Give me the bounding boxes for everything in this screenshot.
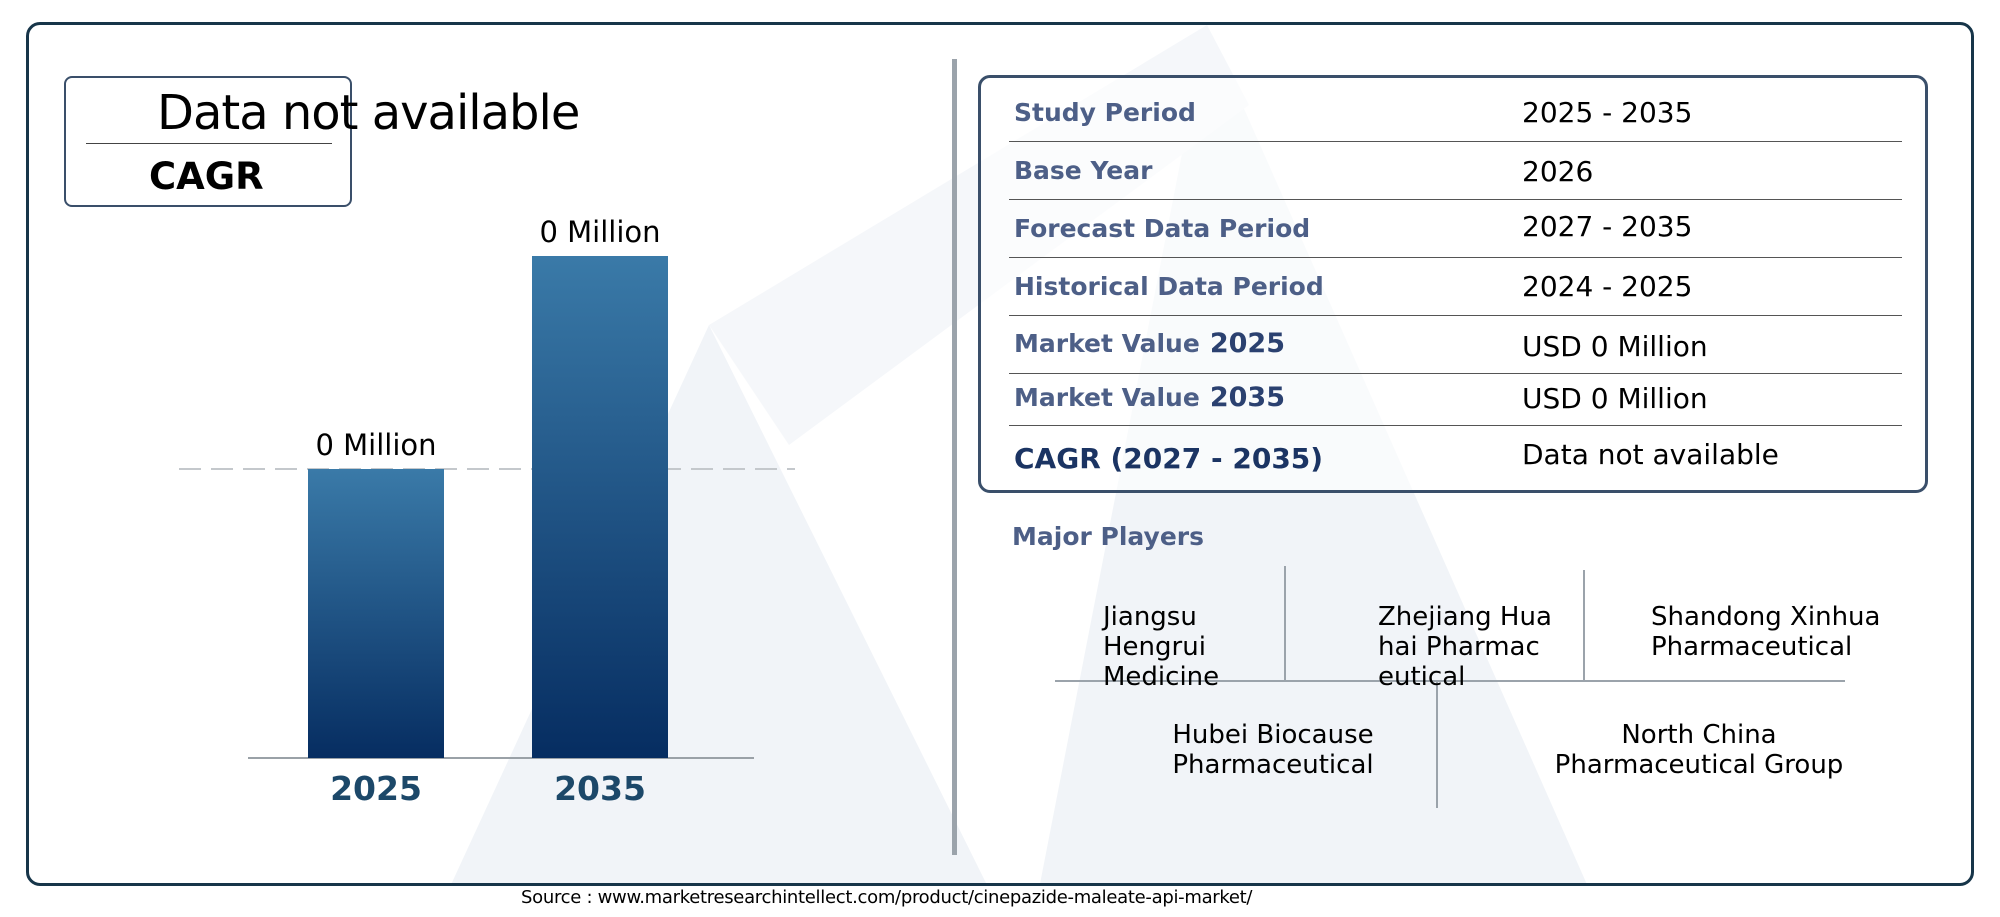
tree-vertical-line [1583, 570, 1585, 681]
info-table: Study Period 2025 - 2035 Base Year 2026 … [978, 75, 1928, 493]
info-row-market-value-2025: Market Value 2025 USD 0 Million [1009, 316, 1902, 374]
player-hubei-biocause: Hubei Biocause Pharmaceutical [1172, 720, 1374, 780]
info-row-historical-period: Historical Data Period 2024 - 2025 [1009, 258, 1902, 316]
info-value: 2027 - 2035 [1522, 210, 1693, 243]
vertical-divider [952, 59, 957, 855]
bar-2035 [532, 256, 668, 758]
cagr-divider [86, 143, 332, 144]
x-tick-label-2035: 2035 [554, 769, 646, 808]
cagr-card [64, 76, 352, 207]
info-row-base-year: Base Year 2026 [1009, 142, 1902, 200]
info-label: Base Year [1014, 156, 1153, 185]
player-shandong-xinhua: Shandong Xinhua Pharmaceutical [1651, 602, 1881, 662]
info-label: Historical Data Period [1014, 272, 1324, 301]
bar-chart: 0 Million 2025 0 Million 2035 [179, 215, 795, 808]
tree-vertical-line [1284, 566, 1286, 681]
info-label: Market Value 2025 [1014, 328, 1285, 359]
info-row-market-value-2035: Market Value 2035 USD 0 Million [1009, 374, 1902, 426]
player-jiangsu-hengrui: Jiangsu Hengrui Medicine [1103, 602, 1220, 692]
info-value: USD 0 Million [1522, 382, 1708, 415]
cagr-label: CAGR [149, 155, 264, 198]
bar-2025 [308, 469, 444, 758]
info-value: 2026 [1522, 155, 1594, 188]
info-label-text: Market Value [1014, 329, 1200, 358]
info-label-year: 2035 [1209, 382, 1285, 413]
major-players-title: Major Players [1012, 522, 1204, 551]
info-value: Data not available [1522, 438, 1779, 471]
data-label-2025: 0 Million [315, 428, 436, 462]
tree-vertical-line [1436, 680, 1438, 808]
x-tick-label-2025: 2025 [330, 769, 422, 808]
info-value: USD 0 Million [1522, 330, 1708, 363]
info-row-forecast-period: Forecast Data Period 2027 - 2035 [1009, 200, 1902, 258]
player-zhejiang-huahai: Zhejiang Huahai Pharmaceutical [1378, 602, 1552, 692]
cagr-value: Data not available [157, 85, 580, 141]
data-label-2035: 0 Million [539, 215, 660, 249]
info-row-study-period: Study Period 2025 - 2035 [1009, 86, 1902, 142]
info-label: Market Value 2035 [1014, 382, 1285, 413]
info-label-text: Market Value [1014, 383, 1200, 412]
info-label: Study Period [1014, 98, 1196, 127]
info-row-cagr: CAGR (2027 - 2035) Data not available [1009, 426, 1902, 488]
info-value: 2024 - 2025 [1522, 270, 1693, 303]
source-caption: Source : www.marketresearchintellect.com… [521, 887, 1253, 908]
info-value: 2025 - 2035 [1522, 96, 1693, 129]
report-card: 0 Million 2025 0 Million 2035 Data not avai… [26, 22, 1974, 886]
info-label-year: 2025 [1209, 328, 1285, 359]
tree-horizontal-line [1055, 680, 1845, 682]
info-label: CAGR (2027 - 2035) [1014, 442, 1324, 475]
info-label: Forecast Data Period [1014, 214, 1311, 243]
player-north-china: North China Pharmaceutical Group [1554, 720, 1844, 780]
